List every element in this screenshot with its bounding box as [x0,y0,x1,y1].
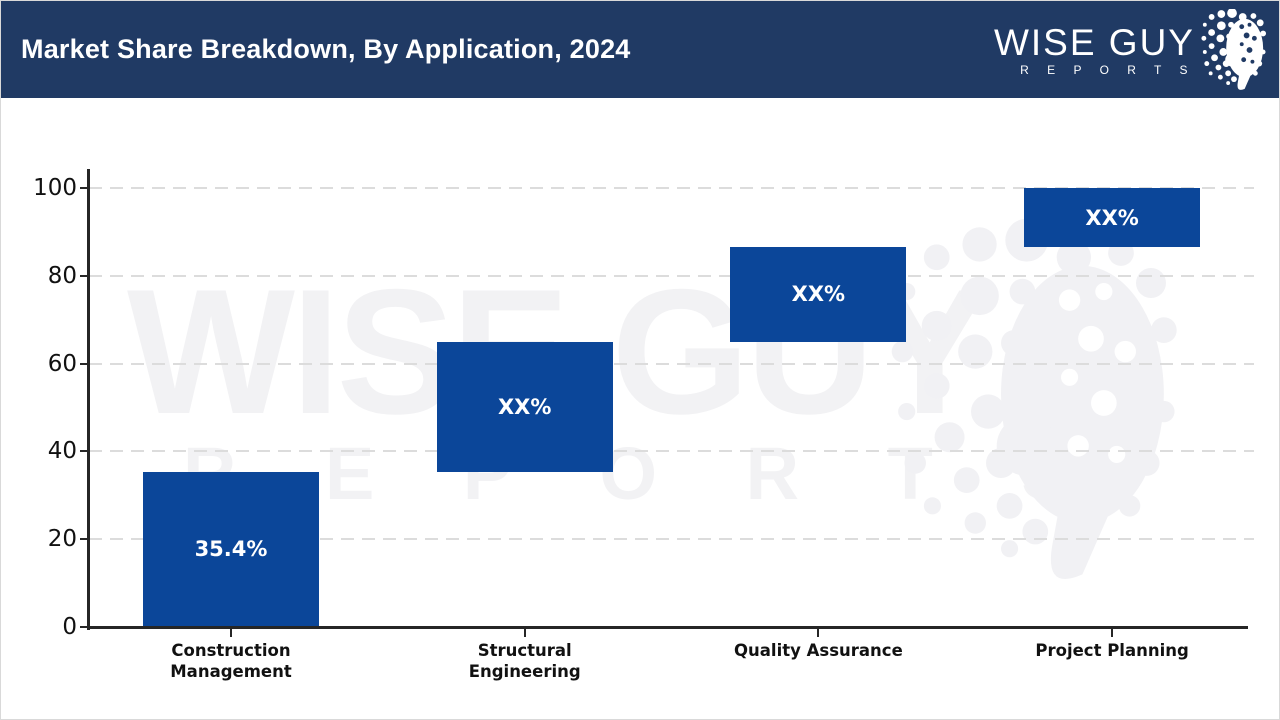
bar-value-label: XX% [497,394,552,419]
bar-value-label: XX% [1085,205,1139,230]
y-axis-line [87,169,90,630]
logo-name: WISE GUY [993,21,1195,63]
y-axis-tick [80,362,89,365]
bar: XX% [1024,188,1201,248]
x-axis-label: Quality Assurance [734,641,903,660]
y-tick-label: 40 [47,438,77,465]
watermark-text-2: R E P O R T S [183,432,1105,515]
y-tick-label: 0 [62,614,77,640]
gridline [89,538,1254,541]
y-tick-label: 80 [47,262,77,289]
bar: 35.4% [143,471,319,627]
y-axis-tick [80,187,89,189]
y-tick-label: 100 [33,175,77,201]
y-tick-label: 20 [47,526,77,553]
bar: XX% [730,247,907,342]
logo-text: WISE GUY R E P O R T S [993,21,1195,77]
wiseguy-face-icon [1201,9,1267,90]
x-axis-label: Structural Engineering [468,641,581,681]
gridline [89,187,1254,189]
x-axis-tick [1111,629,1114,637]
gridline [89,450,1254,453]
x-axis-tick [817,629,820,637]
gridline [89,362,1254,365]
page-title: Market Share Breakdown, By Application, … [21,34,631,64]
x-axis-label: Project Planning [1035,641,1189,660]
gridline [89,274,1254,277]
x-axis-tick [523,629,526,637]
y-tick-label: 60 [47,350,77,377]
y-axis-tick [80,538,89,541]
x-axis-line [87,626,1248,629]
bar-value-label: 35.4% [194,537,268,562]
x-axis-label: Construction Management [170,641,292,681]
y-axis-tick [80,626,89,628]
y-axis-tick [80,450,89,453]
bar: XX% [436,341,613,472]
y-axis-tick [80,274,89,277]
header-bar: Market Share Breakdown, By Application, … [1,1,1279,98]
wiseguy-logo: WISE GUY R E P O R T S [994,9,1267,91]
bar-value-label: XX% [791,282,846,307]
logo-tagline: R E P O R T S [1020,62,1195,77]
x-axis-tick [230,629,232,637]
